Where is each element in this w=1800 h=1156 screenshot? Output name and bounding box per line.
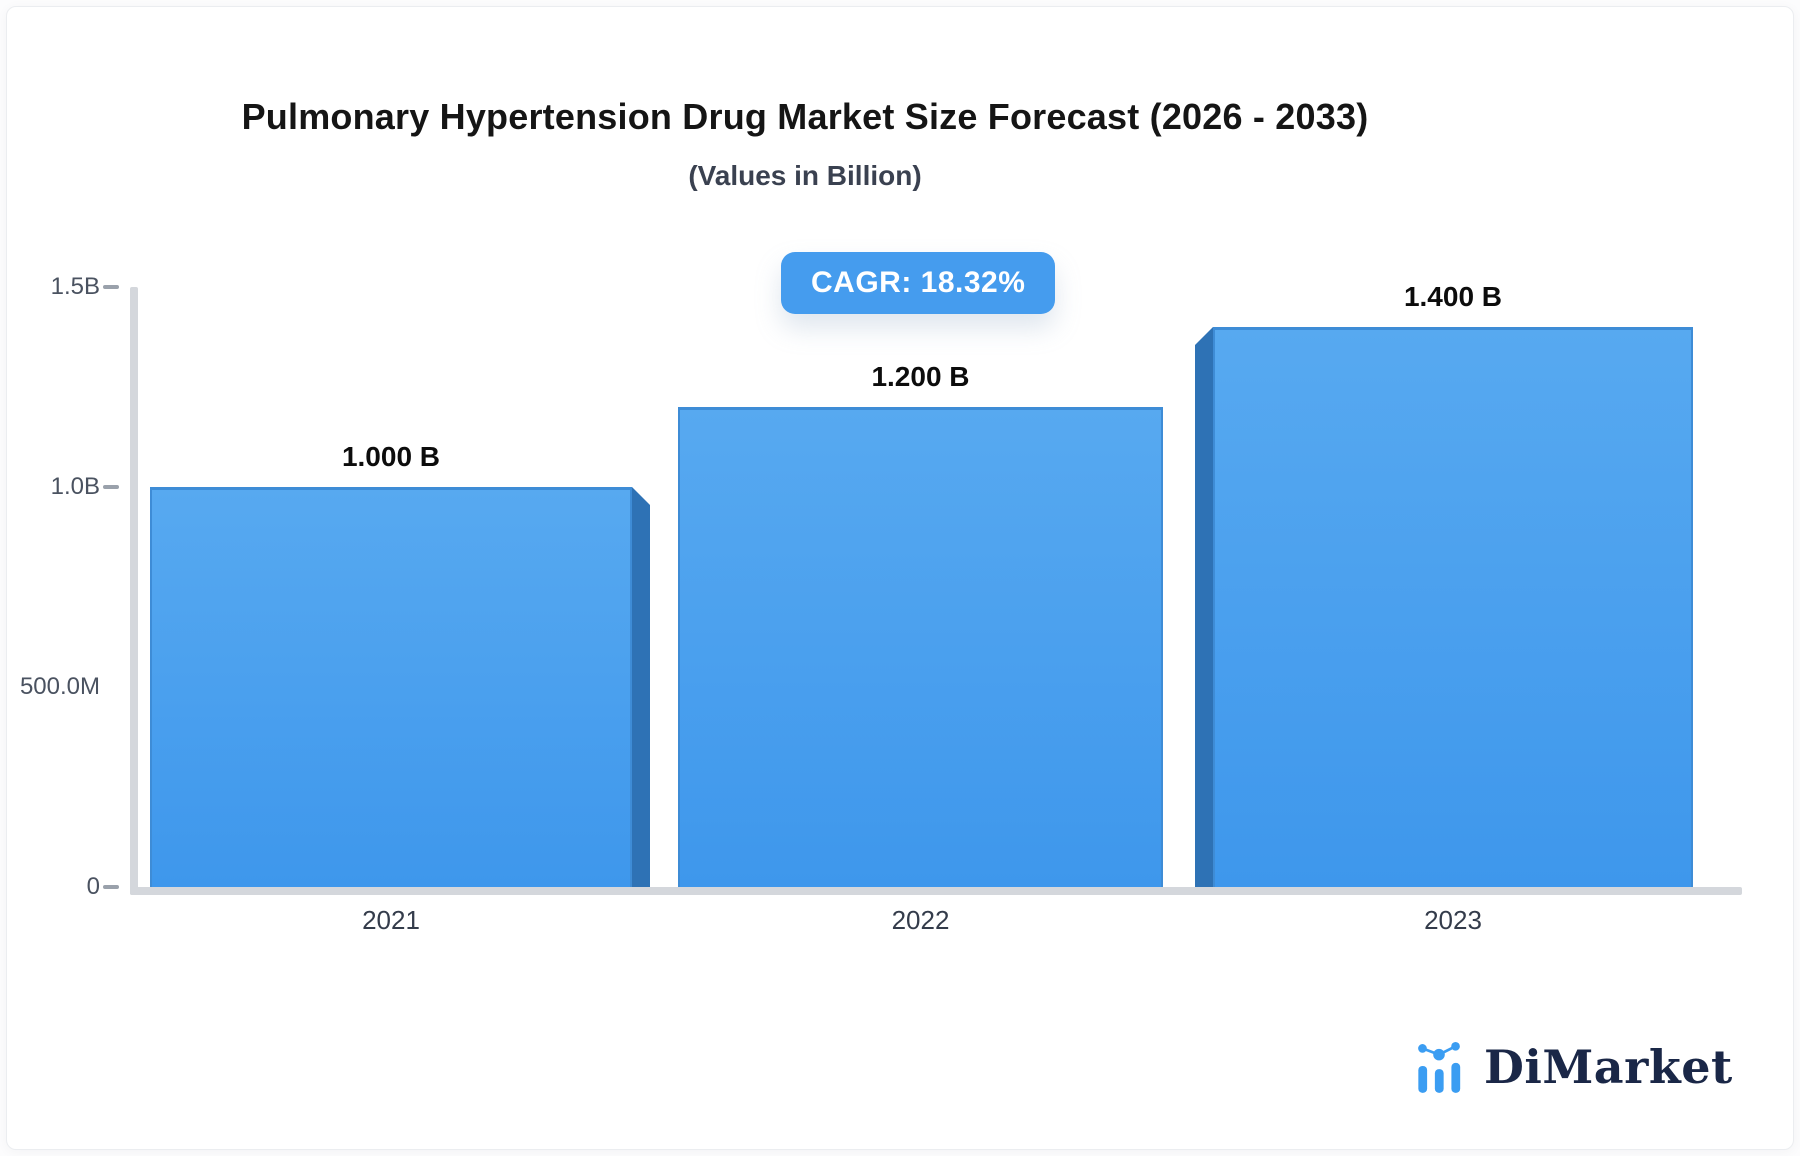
bar-value-label-2023: 1.400 B xyxy=(1403,281,1503,312)
chart-subtitle: (Values in Billion) xyxy=(688,160,922,191)
dimarket-logo-icon xyxy=(1418,1041,1461,1093)
bar-2022 xyxy=(678,407,1163,887)
bar-side-shadow-2021 xyxy=(632,487,650,887)
chart-title: Pulmonary Hypertension Drug Market Size … xyxy=(241,96,1369,137)
bar-2023 xyxy=(1213,327,1693,887)
y-tick-mark-0 xyxy=(103,885,119,889)
y-tick-label-500.0M: 500.0M xyxy=(19,673,100,700)
y-axis-line xyxy=(130,287,138,895)
bar-value-label-2022: 1.200 B xyxy=(871,361,970,392)
dimarket-logo-text: DiMarket xyxy=(1484,1040,1733,1094)
y-tick-label-1.5B: 1.5B xyxy=(50,273,100,300)
bar-value-label-2021: 1.000 B xyxy=(341,441,441,472)
x-axis-label-2022: 2022 xyxy=(891,905,950,935)
y-tick-label-1.0B: 1.0B xyxy=(50,473,100,500)
dimarket-logo: DiMarket xyxy=(1408,1037,1733,1097)
y-tick-label-0: 0 xyxy=(86,873,100,900)
bar-side-shadow-2023 xyxy=(1195,327,1213,887)
x-axis-label-2021: 2021 xyxy=(362,905,420,935)
cagr-badge: CAGR: 18.32% xyxy=(781,252,1056,314)
x-axis-label-2023: 2023 xyxy=(1424,905,1482,935)
bar-2021 xyxy=(150,487,632,887)
y-tick-mark-1.0B xyxy=(103,485,119,489)
x-axis-line xyxy=(130,887,1742,895)
y-tick-mark-1.5B xyxy=(103,285,119,289)
